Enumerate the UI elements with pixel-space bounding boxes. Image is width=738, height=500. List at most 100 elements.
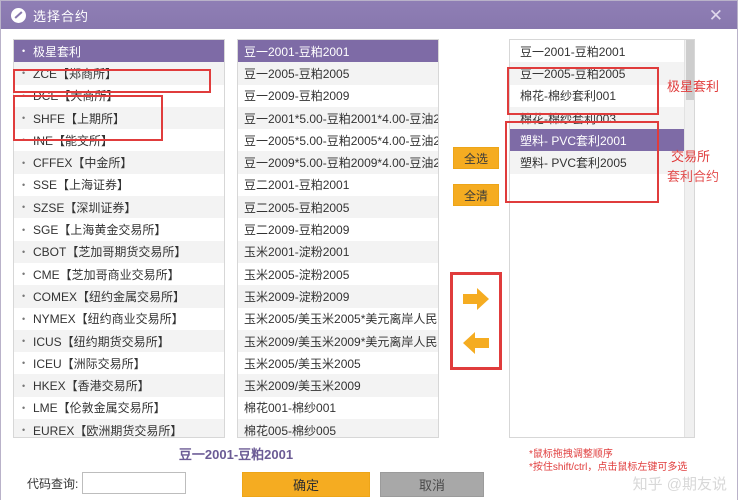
selected-contract-item-row[interactable]: 塑料- PVC套利2001 xyxy=(510,129,694,152)
exchange-item-row[interactable]: • INE【能交所】 xyxy=(14,129,224,151)
arrow-left-icon[interactable] xyxy=(461,330,491,356)
selected-contract-item-row[interactable]: 棉花-棉纱套利001 xyxy=(510,85,694,107)
contract-item-row[interactable]: 玉米2005/美玉米2005 xyxy=(238,352,438,374)
usage-hint-line-2: *按住shift/ctrl，点击鼠标左键可多选 xyxy=(529,462,688,473)
exchange-item-row[interactable]: • ICEU【洲际交易所】 xyxy=(14,352,224,374)
selected-contract-item-row[interactable]: 棉花-棉纱套利003 xyxy=(510,106,694,130)
contract-item-label: 棉花005-棉纱005 xyxy=(244,423,337,437)
usage-hint: *鼠标拖拽调整顺序 *按住shift/ctrl，点击鼠标左键可多选 xyxy=(529,448,687,474)
contract-item-row[interactable]: 豆一2001*5.00-豆粕2001*4.00-豆油2 xyxy=(238,106,438,130)
code-query-row: 代码查询: xyxy=(1,472,471,494)
selected-contract-item-label: 豆一2001-豆粕2001 xyxy=(520,44,626,59)
clear-all-button[interactable]: 全清 xyxy=(453,184,499,206)
exchange-item-label: CFFEX【中金所】 xyxy=(33,156,133,171)
exchange-item-row[interactable]: • CBOT【芝加哥期货交易所】 xyxy=(14,240,224,263)
title-bar: 选择合约 ✕ xyxy=(1,1,737,29)
bullet-icon: • xyxy=(22,157,26,168)
contract-item-row[interactable]: 豆二2005-豆粕2005 xyxy=(238,196,438,219)
selected-contract-item-label: 豆一2005-豆粕2005 xyxy=(520,66,626,81)
contract-item-row[interactable]: 玉米2009/美玉米2009 xyxy=(238,374,438,397)
usage-hint-line-1: *鼠标拖拽调整顺序 xyxy=(529,449,613,460)
selected-list-scrollbar[interactable] xyxy=(684,40,694,437)
contract-item-label: 玉米2009/美玉米2009 xyxy=(244,379,361,394)
exchange-item-label: LME【伦敦金属交易所】 xyxy=(33,401,166,416)
confirm-button[interactable]: 确定 xyxy=(242,472,370,497)
contract-item-label: 豆二2009-豆粕2009 xyxy=(244,223,350,238)
bullet-icon: • xyxy=(22,246,26,257)
contract-item-label: 豆一2005-豆粕2005 xyxy=(244,66,350,81)
exchange-item-label: SZSE【深圳证券】 xyxy=(33,200,137,215)
contract-item-row[interactable]: 玉米2009-淀粉2009 xyxy=(238,285,438,308)
exchange-item-label: INE【能交所】 xyxy=(33,133,114,148)
exchange-item-row[interactable]: • SZSE【深圳证券】 xyxy=(14,196,224,219)
exchange-item-row[interactable]: • EUREX【欧洲期货交易所】 xyxy=(14,419,224,437)
contract-item-row[interactable]: 豆一2009-豆粕2009 xyxy=(238,85,438,107)
contract-list[interactable]: 豆一2001-豆粕2001 豆一2005-豆粕2005 豆一2009-豆粕2009 豆… xyxy=(238,40,438,437)
exchange-item-row[interactable]: • HKEX【香港交易所】 xyxy=(14,374,224,397)
contract-item-label: 玉米2005-淀粉2005 xyxy=(244,267,350,282)
current-contract-label: 豆一2001-豆粕2001 xyxy=(178,447,294,462)
contract-item-row[interactable]: 豆二2009-豆粕2009 xyxy=(238,218,438,240)
exchange-item-row[interactable]: • DCE【大商所】 xyxy=(14,85,224,107)
contract-item-row[interactable]: 玉米2005/美玉米2005*美元离岸人民币 xyxy=(238,308,438,330)
selected-list-scroll-thumb[interactable] xyxy=(686,40,694,100)
exchange-item-row[interactable]: • 极星套利 xyxy=(14,40,224,63)
exchange-item-label: SGE【上海黄金交易所】 xyxy=(33,223,167,238)
bullet-icon: • xyxy=(22,179,26,190)
bullet-icon: • xyxy=(22,380,26,391)
contract-item-row[interactable]: 豆一2001-豆粕2001 xyxy=(238,40,438,63)
exchange-item-row[interactable]: • SHFE【上期所】 xyxy=(14,106,224,130)
contract-item-label: 玉米2005/美玉米2005*美元离岸人民币 xyxy=(244,312,438,327)
close-icon[interactable]: ✕ xyxy=(708,5,723,25)
arrow-right-icon[interactable] xyxy=(461,286,491,312)
exchange-item-row[interactable]: • CME【芝加哥商业交易所】 xyxy=(14,263,224,285)
contract-item-row[interactable]: 豆一2005-豆粕2005 xyxy=(238,62,438,85)
exchange-item-row[interactable]: • SSE【上海证券】 xyxy=(14,174,224,196)
bullet-icon: • xyxy=(22,90,26,101)
selected-contract-list-panel[interactable]: 豆一2001-豆粕2001 豆一2005-豆粕2005 棉花-棉纱套利001 棉花-棉… xyxy=(509,39,695,438)
selected-contract-item-row[interactable]: 塑料- PVC套利2005 xyxy=(510,151,694,174)
contract-item-row[interactable]: 豆一2005*5.00-豆粕2005*4.00-豆油2 xyxy=(238,129,438,151)
bullet-icon: • xyxy=(22,202,26,213)
selected-contract-list[interactable]: 豆一2001-豆粕2001 豆一2005-豆粕2005 棉花-棉纱套利001 棉花-棉… xyxy=(510,40,694,437)
selected-contract-item-label: 塑料- PVC套利2001 xyxy=(520,133,627,148)
contract-item-row[interactable]: 棉花001-棉纱001 xyxy=(238,397,438,419)
bullet-icon: • xyxy=(22,46,26,57)
selected-contract-item-row[interactable]: 豆一2005-豆粕2005 xyxy=(510,62,694,85)
contract-list-panel[interactable]: 豆一2001-豆粕2001 豆一2005-豆粕2005 豆一2009-豆粕2009 豆… xyxy=(237,39,439,438)
exchange-item-row[interactable]: • SGE【上海黄金交易所】 xyxy=(14,218,224,240)
exchange-list-panel[interactable]: • 极星套利 • ZCE【郑商所】 • DCE【大商所】 • SHFE【上期所】 • INE【能交… xyxy=(13,39,225,438)
bullet-icon: • xyxy=(22,313,26,324)
exchange-list[interactable]: • 极星套利 • ZCE【郑商所】 • DCE【大商所】 • SHFE【上期所】 • INE【能交… xyxy=(14,40,224,437)
exchange-item-label: SHFE【上期所】 xyxy=(33,111,126,126)
exchange-item-row[interactable]: • ICUS【纽约期货交易所】 xyxy=(14,329,224,353)
bullet-icon: • xyxy=(22,135,26,146)
cancel-button[interactable]: 取消 xyxy=(380,472,484,497)
exchange-item-label: 极星套利 xyxy=(33,44,82,59)
exchange-item-label: SSE【上海证券】 xyxy=(33,178,130,193)
contract-item-row[interactable]: 玉米2005-淀粉2005 xyxy=(238,263,438,285)
transfer-arrows-group xyxy=(450,272,502,370)
contract-item-row[interactable]: 玉米2009/美玉米2009*美元离岸人民币 xyxy=(238,329,438,353)
exchange-item-row[interactable]: • NYMEX【纽约商业交易所】 xyxy=(14,308,224,330)
exchange-item-row[interactable]: • COMEX【纽约金属交易所】 xyxy=(14,285,224,308)
exchange-item-label: CBOT【芝加哥期货交易所】 xyxy=(33,245,187,260)
contract-item-label: 豆一2009-豆粕2009 xyxy=(244,89,350,104)
code-query-input[interactable] xyxy=(82,472,187,494)
selected-contract-item-row[interactable]: 豆一2001-豆粕2001 xyxy=(510,40,694,62)
contract-item-label: 玉米2005/美玉米2005 xyxy=(244,356,361,371)
pencil-circle-icon xyxy=(11,7,26,23)
contract-item-label: 豆一2009*5.00-豆粕2009*4.00-豆油2 xyxy=(244,156,438,171)
dialog-body: • 极星套利 • ZCE【郑商所】 • DCE【大商所】 • SHFE【上期所】 • INE【能交… xyxy=(1,29,737,500)
contract-item-row[interactable]: 玉米2001-淀粉2001 xyxy=(238,240,438,263)
exchange-item-row[interactable]: • ZCE【郑商所】 xyxy=(14,62,224,85)
exchange-item-label: CME【芝加哥商业交易所】 xyxy=(33,267,180,282)
exchange-item-row[interactable]: • LME【伦敦金属交易所】 xyxy=(14,397,224,419)
contract-item-row[interactable]: 棉花005-棉纱005 xyxy=(238,419,438,437)
contract-item-row[interactable]: 豆一2009*5.00-豆粕2009*4.00-豆油2 xyxy=(238,151,438,174)
selected-contract-item-label: 塑料- PVC套利2005 xyxy=(520,156,627,171)
exchange-item-row[interactable]: • CFFEX【中金所】 xyxy=(14,151,224,174)
contract-item-row[interactable]: 豆二2001-豆粕2001 xyxy=(238,174,438,196)
select-all-button[interactable]: 全选 xyxy=(453,147,499,169)
